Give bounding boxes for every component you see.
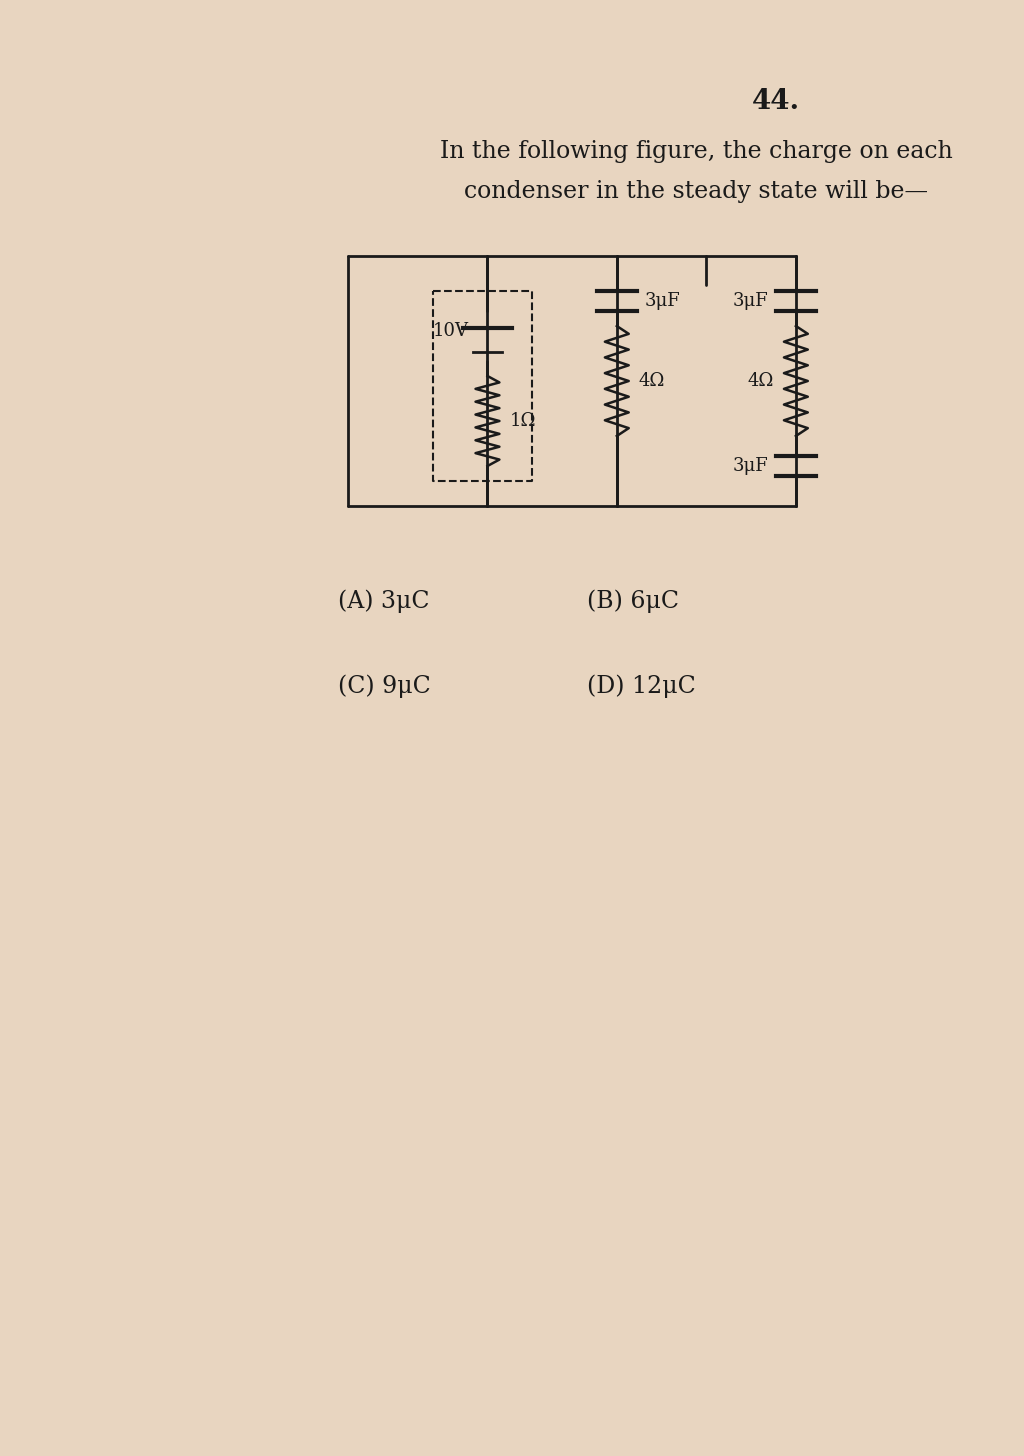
Text: condenser in the steady state will be—: condenser in the steady state will be— [465,179,929,202]
Text: (A) 3μC: (A) 3μC [338,590,430,613]
Text: 3μF: 3μF [732,457,768,475]
Text: 3μF: 3μF [732,293,768,310]
Text: 4Ω: 4Ω [639,371,665,390]
Text: 44.: 44. [752,87,800,115]
Text: 1Ω: 1Ω [509,412,536,430]
Text: 10V: 10V [433,322,469,341]
Text: (D) 12μC: (D) 12μC [587,674,695,697]
Text: 4Ω: 4Ω [748,371,774,390]
Text: (C) 9μC: (C) 9μC [338,674,431,697]
Text: (B) 6μC: (B) 6μC [587,590,679,613]
Text: 3μF: 3μF [645,293,680,310]
Text: In the following figure, the charge on each: In the following figure, the charge on e… [440,140,952,163]
